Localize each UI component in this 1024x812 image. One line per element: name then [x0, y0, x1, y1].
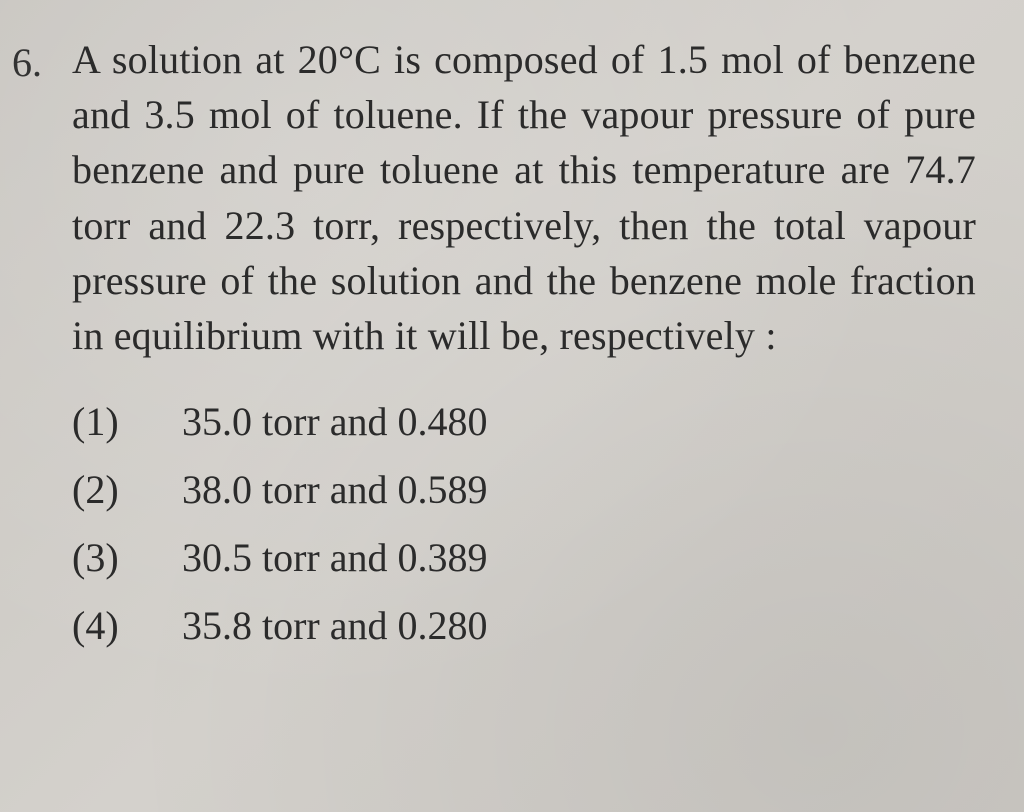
option-4-text: 35.8 torr and 0.280 — [182, 595, 976, 657]
option-2: (2) 38.0 torr and 0.589 — [72, 459, 976, 521]
option-4: (4) 35.8 torr and 0.280 — [72, 595, 976, 657]
option-2-text: 38.0 torr and 0.589 — [182, 459, 976, 521]
question-page: 6. A solution at 20°C is composed of 1.5… — [12, 32, 976, 657]
option-1: (1) 35.0 torr and 0.480 — [72, 391, 976, 453]
question-row: 6. A solution at 20°C is composed of 1.5… — [12, 32, 976, 363]
option-2-number: (2) — [72, 459, 182, 521]
question-number: 6. — [12, 32, 72, 90]
question-text: A solution at 20°C is composed of 1.5 mo… — [72, 32, 976, 363]
options-list: (1) 35.0 torr and 0.480 (2) 38.0 torr an… — [72, 391, 976, 657]
option-3-text: 30.5 torr and 0.389 — [182, 527, 976, 589]
option-1-text: 35.0 torr and 0.480 — [182, 391, 976, 453]
option-4-number: (4) — [72, 595, 182, 657]
option-3: (3) 30.5 torr and 0.389 — [72, 527, 976, 589]
option-3-number: (3) — [72, 527, 182, 589]
option-1-number: (1) — [72, 391, 182, 453]
